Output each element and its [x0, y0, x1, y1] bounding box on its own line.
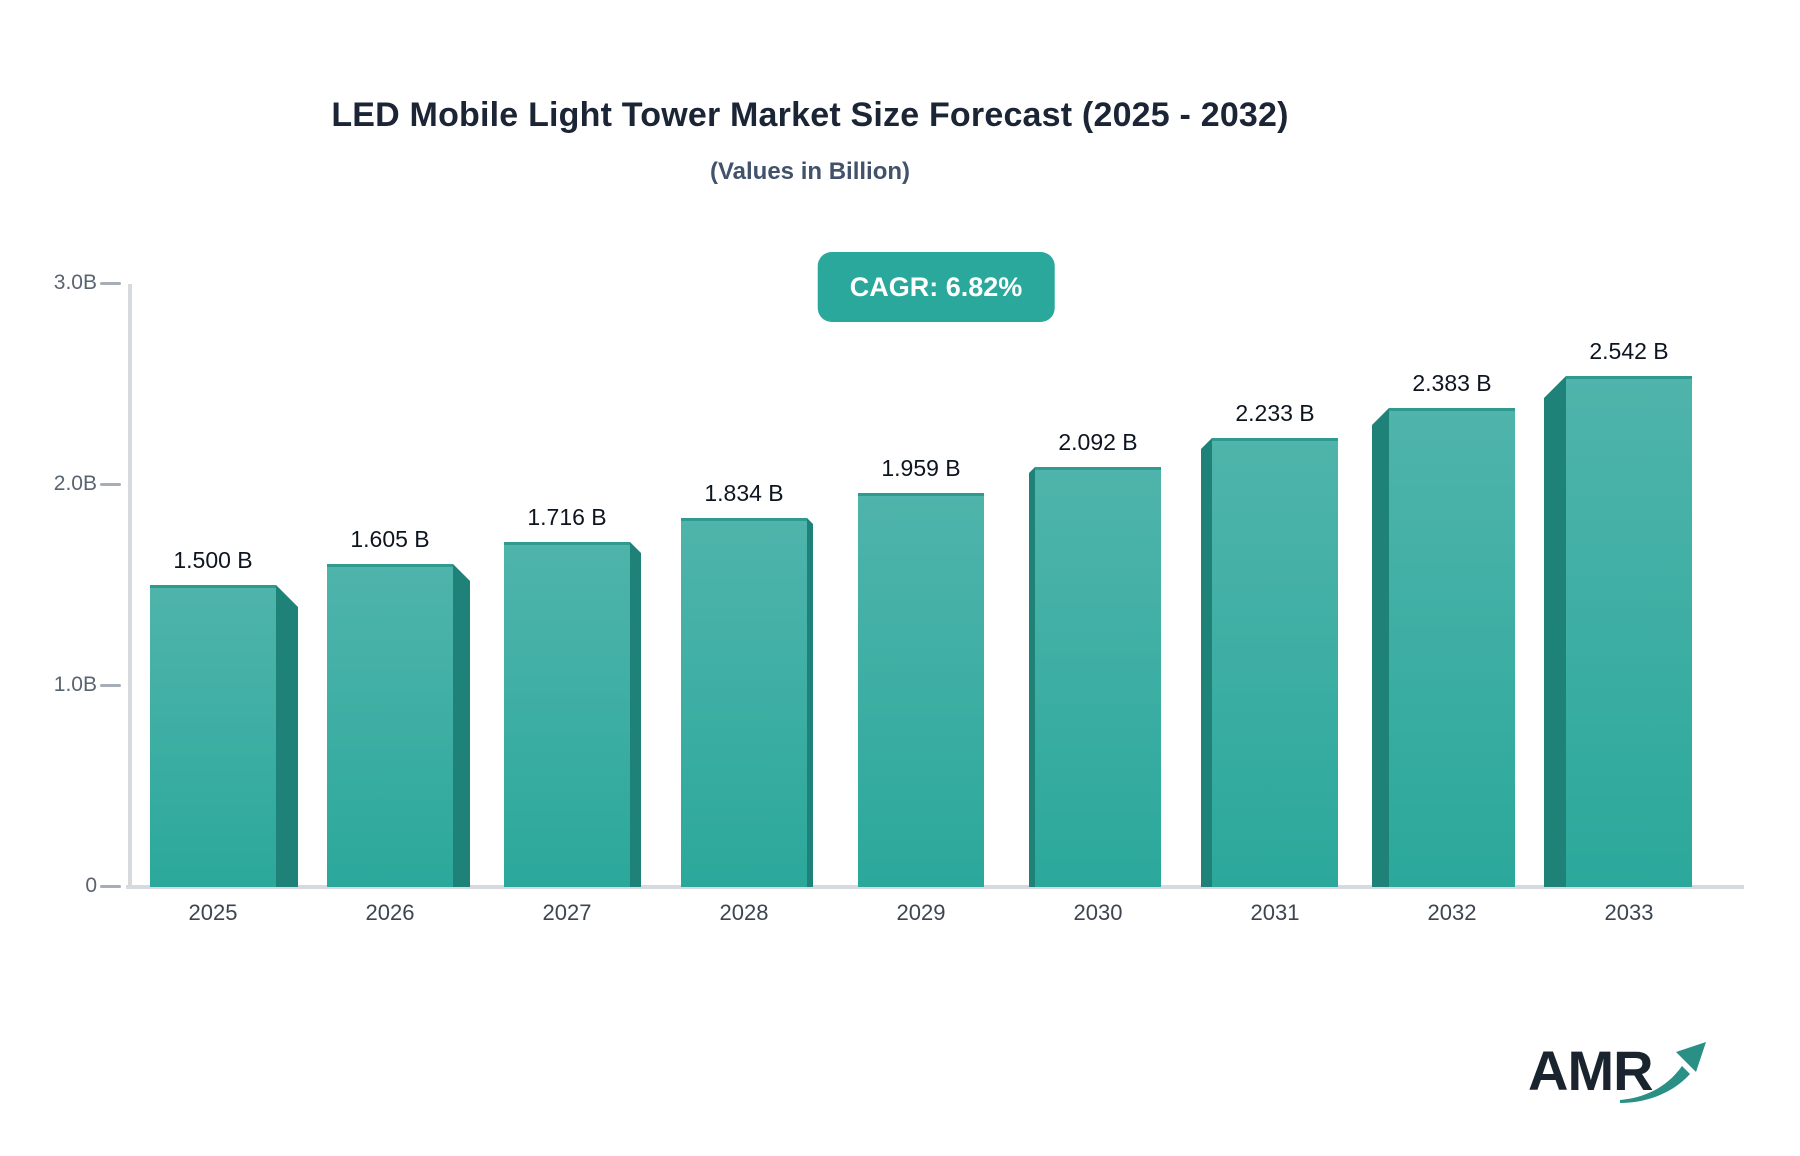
y-tick-dash [100, 684, 121, 687]
bar-side [1029, 467, 1035, 887]
bar-side [453, 564, 470, 887]
y-tick-dash [100, 885, 121, 888]
bar-value-label: 1.716 B [527, 504, 607, 530]
x-axis-label-2031: 2031 [1250, 900, 1300, 925]
y-tick-label: 1.0B [53, 673, 97, 696]
chart-title: LED Mobile Light Tower Market Size Forec… [331, 96, 1289, 134]
y-tick-label: 2.0B [53, 472, 97, 495]
growth-arrow-icon [1620, 1042, 1706, 1103]
x-axis-label-2033: 2033 [1604, 900, 1654, 925]
bar-value-label: 2.233 B [1235, 400, 1315, 426]
bar-2030 [1035, 467, 1161, 887]
bar-2025 [150, 585, 276, 887]
bar-2029 [858, 493, 984, 887]
x-axis-label-2032: 2032 [1427, 900, 1477, 925]
cagr-badge: CAGR: 6.82% [817, 252, 1055, 322]
bar-side [1372, 408, 1389, 887]
bar-value-label: 2.092 B [1058, 429, 1138, 455]
bar-value-label: 1.500 B [173, 547, 253, 573]
amr-logo: AMR [1528, 1038, 1718, 1128]
bar-2031 [1212, 438, 1338, 887]
bar-value-label: 1.959 B [881, 455, 961, 481]
bar-2032 [1389, 408, 1515, 887]
bar-2027 [504, 542, 630, 887]
bar-value-label: 2.542 B [1589, 338, 1669, 364]
x-axis-label-2028: 2028 [719, 900, 769, 925]
bar-side [276, 585, 298, 887]
bar-side [630, 542, 641, 887]
x-axis-line [126, 885, 1744, 889]
x-axis-label-2026: 2026 [365, 900, 415, 925]
y-tick-dash [100, 483, 121, 486]
bar-2028 [681, 518, 807, 887]
x-axis-label-2029: 2029 [896, 900, 946, 925]
y-tick-dash [100, 282, 121, 285]
y-axis-line [128, 284, 132, 889]
bar-value-label: 1.834 B [704, 480, 784, 506]
bar-2026 [327, 564, 453, 887]
bar-value-label: 2.383 B [1412, 370, 1492, 396]
y-tick-label: 3.0B [53, 271, 97, 294]
bar-2033 [1566, 376, 1692, 887]
amr-logo-text: AMR [1528, 1039, 1654, 1102]
bar-value-label: 1.605 B [350, 526, 430, 552]
x-axis-label-2027: 2027 [542, 900, 592, 925]
x-axis-label-2030: 2030 [1073, 900, 1123, 925]
chart-subtitle: (Values in Billion) [709, 158, 911, 185]
bar-side [1201, 438, 1212, 887]
x-axis-label-2025: 2025 [188, 900, 238, 925]
y-tick-label: 0 [85, 874, 97, 897]
bar-side [1544, 376, 1566, 887]
bar-side [807, 518, 813, 887]
